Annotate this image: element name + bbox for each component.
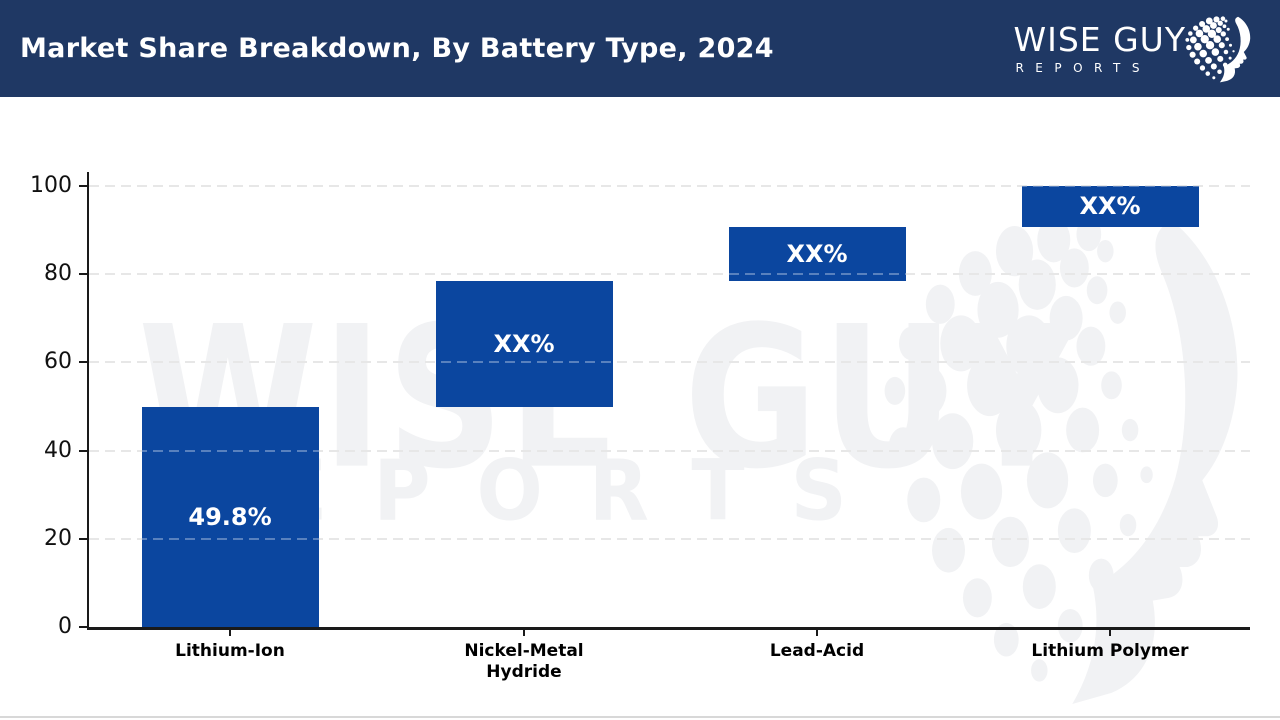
gridline-overlay xyxy=(89,537,1250,540)
x-axis-line xyxy=(87,627,1250,630)
category-label: Lead-Acid xyxy=(769,641,865,661)
gridline-overlay xyxy=(89,361,1250,364)
y-tick-label: 0 xyxy=(58,614,72,639)
y-axis-line xyxy=(87,172,89,629)
y-tick xyxy=(79,185,87,187)
bar-value-label: XX% xyxy=(1079,192,1141,221)
gridline xyxy=(89,449,1250,452)
bar-value-label: XX% xyxy=(786,239,848,268)
y-tick-label: 20 xyxy=(44,525,72,551)
bar-value-label: 49.8% xyxy=(188,503,272,532)
gridline xyxy=(89,537,1250,540)
category-label: Lithium Polymer xyxy=(1031,641,1189,661)
x-tick xyxy=(1109,629,1111,636)
y-tick-label: 80 xyxy=(44,261,72,287)
page-title: Market Share Breakdown, By Battery Type,… xyxy=(20,33,774,64)
gridline-overlay xyxy=(89,449,1250,452)
bottom-border xyxy=(0,716,1280,718)
bar-segment xyxy=(1021,186,1199,227)
y-tick-label: 40 xyxy=(44,437,72,463)
y-tick xyxy=(79,273,87,276)
bar-segment xyxy=(435,281,613,408)
gridline-overlay xyxy=(89,273,1250,276)
logo-text: WISE GUY REPORTS xyxy=(1013,23,1186,75)
gridline xyxy=(89,361,1250,364)
bar-segment xyxy=(141,407,319,627)
gridline xyxy=(89,273,1250,276)
y-tick xyxy=(79,626,87,628)
wise-guy-logo: WISE GUY REPORTS xyxy=(1013,7,1254,91)
logo-subtitle: REPORTS xyxy=(1015,60,1151,75)
y-tick xyxy=(79,537,87,540)
y-tick-label: 60 xyxy=(44,349,72,375)
y-tick-label: 100 xyxy=(30,173,72,198)
header: Market Share Breakdown, By Battery Type,… xyxy=(0,0,1280,97)
category-label: Nickel-Metal Hydride xyxy=(464,641,584,683)
logo-wordmark: WISE GUY xyxy=(1013,19,1186,59)
bar-value-label: XX% xyxy=(493,330,555,359)
category-label: Lithium-Ion xyxy=(175,641,285,661)
x-tick xyxy=(229,629,231,636)
gridline xyxy=(89,185,1250,187)
x-tick xyxy=(816,629,818,636)
watermark-head-icon xyxy=(884,217,1238,704)
y-tick xyxy=(79,361,87,364)
gridline-overlay xyxy=(89,185,1250,187)
y-tick xyxy=(79,449,87,452)
x-tick xyxy=(523,629,525,636)
wise-guy-head-icon xyxy=(1185,15,1251,82)
bar-segment xyxy=(728,226,906,282)
